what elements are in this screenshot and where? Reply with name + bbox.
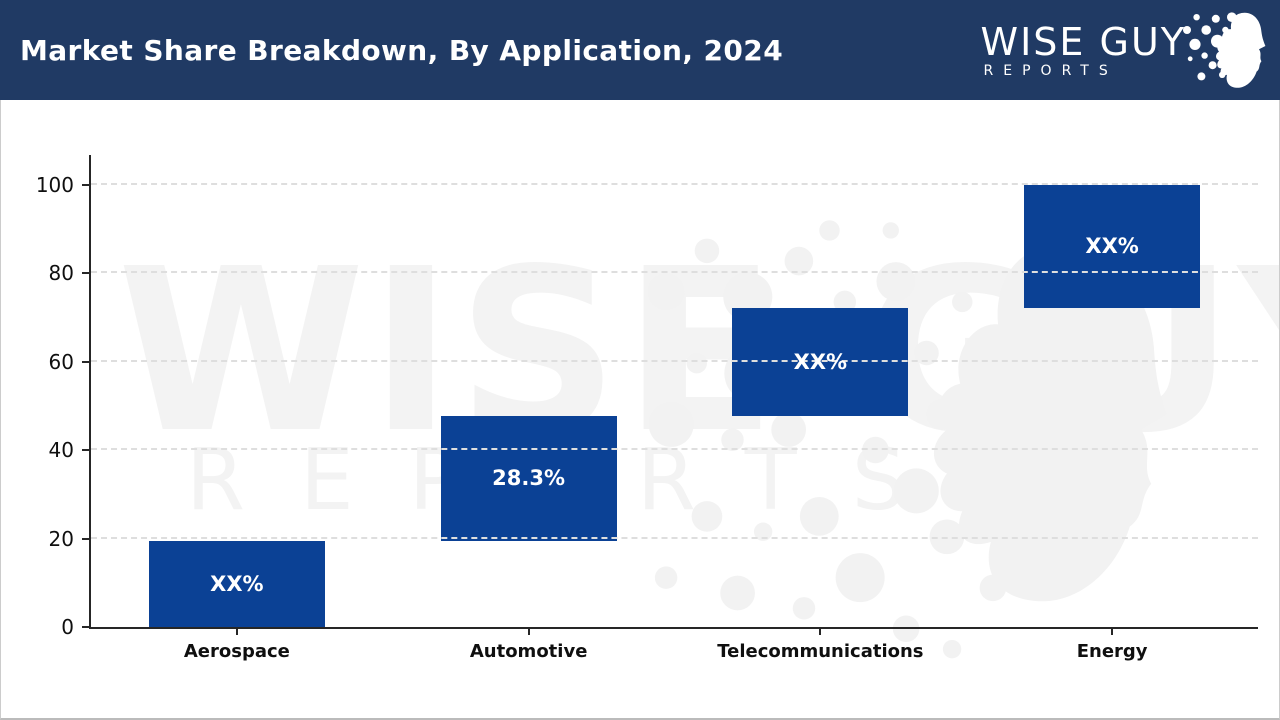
chart-canvas: WISE GUY REPORTS XX%28.3%XX%XX%020406080… (0, 100, 1280, 720)
logo-subtitle: REPORTS (981, 64, 1118, 78)
x-label-telecommunications: Telecommunications (675, 641, 967, 662)
gridline-80 (91, 271, 1258, 273)
x-tick-automotive (528, 627, 530, 635)
gridline-20 (91, 537, 1258, 539)
x-label-automotive: Automotive (383, 641, 675, 662)
bar-automotive: 28.3% (441, 416, 617, 541)
y-tick-label-80: 80 (49, 263, 74, 283)
gridline-100 (91, 183, 1258, 185)
gridline-60 (91, 360, 1258, 362)
chart-title: Market Share Breakdown, By Application, … (20, 34, 783, 67)
x-label-energy: Energy (966, 641, 1258, 662)
y-tick-40 (82, 449, 91, 451)
y-tick-0 (82, 626, 91, 628)
y-tick-20 (82, 538, 91, 540)
logo-wordmark: WISE GUY REPORTS (981, 23, 1186, 78)
wise-guy-logo: WISE GUY REPORTS (981, 6, 1266, 94)
x-tick-telecommunications (819, 627, 821, 635)
y-tick-100 (82, 184, 91, 186)
logo-face-icon (1180, 6, 1266, 94)
y-tick-60 (82, 361, 91, 363)
x-tick-aerospace (236, 627, 238, 635)
x-label-aerospace: Aerospace (91, 641, 383, 662)
bar-value-label: XX% (1085, 234, 1138, 258)
y-tick-label-40: 40 (49, 440, 74, 460)
gridline-40 (91, 448, 1258, 450)
y-tick-80 (82, 272, 91, 274)
header-banner: Market Share Breakdown, By Application, … (0, 0, 1280, 100)
y-tick-label-20: 20 (49, 529, 74, 549)
y-tick-label-100: 100 (36, 175, 74, 195)
bar-value-label: 28.3% (492, 466, 565, 490)
y-tick-label-60: 60 (49, 352, 74, 372)
bar-telecommunications: XX% (732, 308, 908, 415)
x-tick-energy (1111, 627, 1113, 635)
bar-value-label: XX% (210, 572, 263, 596)
page: Market Share Breakdown, By Application, … (0, 0, 1280, 720)
bar-aerospace: XX% (149, 541, 325, 627)
plot-area: XX%28.3%XX%XX%020406080100AerospaceAutom… (89, 155, 1258, 629)
logo-name: WISE GUY (981, 23, 1186, 61)
bar-energy: XX% (1024, 185, 1200, 308)
bar-value-label: XX% (794, 350, 847, 374)
y-tick-label-0: 0 (61, 617, 74, 637)
